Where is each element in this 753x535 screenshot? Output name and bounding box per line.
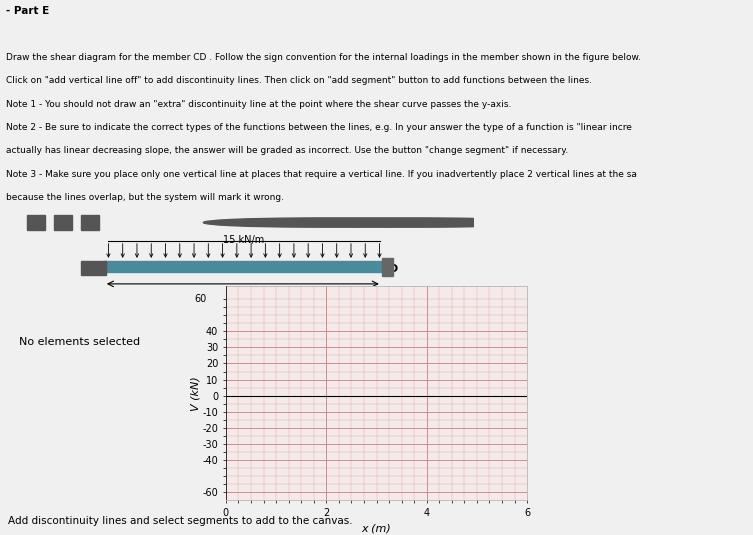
Text: No elements selected: No elements selected	[19, 338, 140, 347]
Text: Note 2 - Be sure to indicate the correct types of the functions between the line: Note 2 - Be sure to indicate the correct…	[6, 123, 632, 132]
Text: D: D	[389, 264, 398, 273]
Bar	[382, 258, 393, 276]
X-axis label: x (m): x (m)	[361, 523, 392, 533]
Text: Click on "add vertical line off" to add discontinuity lines. Then click on "add : Click on "add vertical line off" to add …	[6, 76, 592, 85]
Text: 6 m: 6 m	[235, 287, 253, 297]
Bar	[81, 216, 99, 230]
Text: C: C	[84, 264, 93, 273]
Circle shape	[203, 218, 402, 227]
Text: 60: 60	[194, 294, 207, 304]
Bar	[54, 216, 72, 230]
Text: Draw the shear diagram for the member CD . Follow the sign convention for the in: Draw the shear diagram for the member CD…	[6, 53, 641, 62]
Bar	[27, 216, 45, 230]
Text: - Part E: - Part E	[6, 6, 49, 16]
Text: Note 3 - Make sure you place only one vertical line at places that require a ver: Note 3 - Make sure you place only one ve…	[6, 170, 637, 179]
Text: Note 1 - You should not draw an "extra" discontinuity line at the point where th: Note 1 - You should not draw an "extra" …	[6, 100, 511, 109]
Bar	[81, 261, 106, 274]
Text: Add discontinuity lines and select segments to add to the canvas.: Add discontinuity lines and select segme…	[8, 516, 352, 526]
Bar	[104, 261, 384, 272]
Text: because the lines overlap, but the system will mark it wrong.: because the lines overlap, but the syste…	[6, 193, 284, 202]
Text: 15 kN/m: 15 kN/m	[224, 235, 264, 244]
Y-axis label: V (kN): V (kN)	[191, 376, 201, 410]
Circle shape	[339, 218, 538, 227]
Circle shape	[237, 218, 436, 227]
Text: actually has linear decreasing slope, the answer will be graded as incorrect. Us: actually has linear decreasing slope, th…	[6, 147, 569, 155]
Circle shape	[271, 218, 470, 227]
Circle shape	[305, 218, 504, 227]
